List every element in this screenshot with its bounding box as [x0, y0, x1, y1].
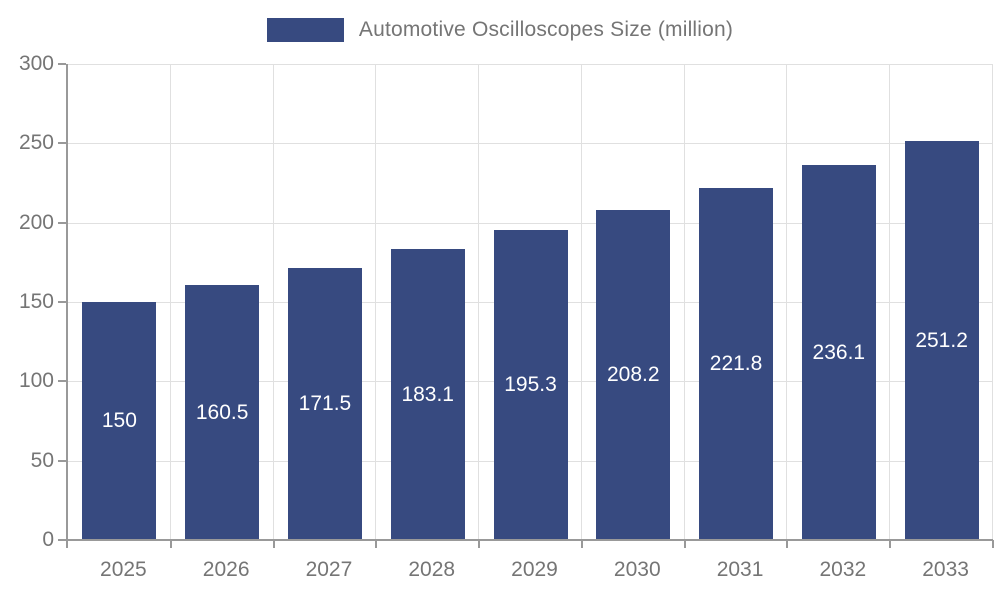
bar-value-label: 183.1 — [401, 382, 454, 406]
x-axis-tick-label: 2031 — [716, 558, 764, 581]
legend-label: Automotive Oscilloscopes Size (million) — [358, 18, 734, 41]
bar-value-label: 221.8 — [709, 352, 763, 376]
x-axis-tick — [786, 540, 789, 548]
bar-2025: 150 — [82, 302, 157, 540]
gridline-horizontal — [68, 222, 993, 224]
gridline-vertical — [786, 64, 788, 540]
bar-2027: 171.5 — [287, 267, 362, 540]
gridline-vertical — [683, 64, 685, 540]
gridline-vertical — [375, 64, 377, 540]
x-axis-tick-label: 2026 — [202, 558, 250, 581]
bar-value-label: 171.5 — [298, 391, 352, 415]
gridline-vertical — [478, 64, 480, 540]
bar-2032: 236.1 — [801, 165, 876, 540]
y-axis-tick — [58, 301, 66, 303]
x-axis-tick — [683, 540, 686, 548]
x-axis-tick-label: 2027 — [305, 558, 353, 581]
bar-2033: 251.2 — [904, 141, 979, 540]
gridline-horizontal — [68, 64, 993, 65]
x-axis-tick-label: 2029 — [511, 558, 558, 581]
gridline-vertical — [169, 64, 171, 540]
y-axis-tick-label: 100 — [18, 369, 54, 393]
x-axis-tick — [889, 540, 892, 548]
x-axis-line — [68, 539, 993, 541]
y-axis-tick — [58, 459, 66, 462]
x-axis-tick — [992, 540, 994, 548]
y-axis-tick — [58, 221, 66, 224]
x-axis-tick-label: 2032 — [819, 558, 867, 581]
gridline-vertical — [580, 64, 582, 540]
x-axis-tick-label: 2025 — [100, 558, 147, 581]
bar-value-label: 160.5 — [195, 400, 249, 424]
legend[interactable]: Automotive Oscilloscopes Size (million) — [0, 18, 1000, 42]
x-axis-tick-label: 2028 — [408, 558, 456, 581]
bar-2029: 195.3 — [493, 230, 568, 540]
y-axis-tick-label: 250 — [18, 131, 54, 155]
bar-value-label: 208.2 — [606, 362, 660, 386]
y-axis-line — [66, 64, 68, 548]
bar-value-label: 150 — [101, 409, 137, 432]
y-axis-tick-label: 200 — [18, 210, 54, 234]
gridline-horizontal — [68, 143, 993, 145]
y-axis-tick-label: 0 — [42, 528, 54, 551]
bar-2031: 221.8 — [699, 188, 774, 540]
x-axis-tick-label: 2033 — [922, 558, 969, 581]
y-axis-tick — [58, 539, 66, 541]
gridline-vertical — [889, 64, 891, 540]
bar-value-label: 195.3 — [504, 373, 557, 397]
y-axis-tick-label: 50 — [30, 448, 54, 472]
y-axis-tick-label: 150 — [18, 290, 54, 313]
y-axis-tick-label: 300 — [18, 52, 54, 75]
bar-2030: 208.2 — [596, 209, 671, 540]
x-axis-tick — [580, 540, 583, 548]
gridline-vertical — [992, 64, 993, 540]
x-axis-tick-label: 2030 — [613, 558, 661, 581]
legend-swatch-icon — [266, 18, 344, 42]
gridline-vertical — [272, 64, 274, 540]
x-axis-tick — [375, 540, 378, 548]
y-axis-tick — [58, 142, 66, 145]
bar-value-label: 236.1 — [812, 340, 866, 364]
bar-2026: 160.5 — [185, 285, 260, 540]
y-axis-tick — [58, 380, 66, 383]
x-axis-tick — [169, 540, 172, 548]
bar-2028: 183.1 — [390, 249, 465, 540]
x-axis-tick — [272, 540, 275, 548]
y-axis-tick — [58, 63, 66, 65]
x-axis-tick — [478, 540, 481, 548]
bar-value-label: 251.2 — [915, 328, 968, 352]
plot-area: 150 160.5 171.5 183.1 195.3 208.2 221.8 236.1 25… — [68, 64, 993, 540]
